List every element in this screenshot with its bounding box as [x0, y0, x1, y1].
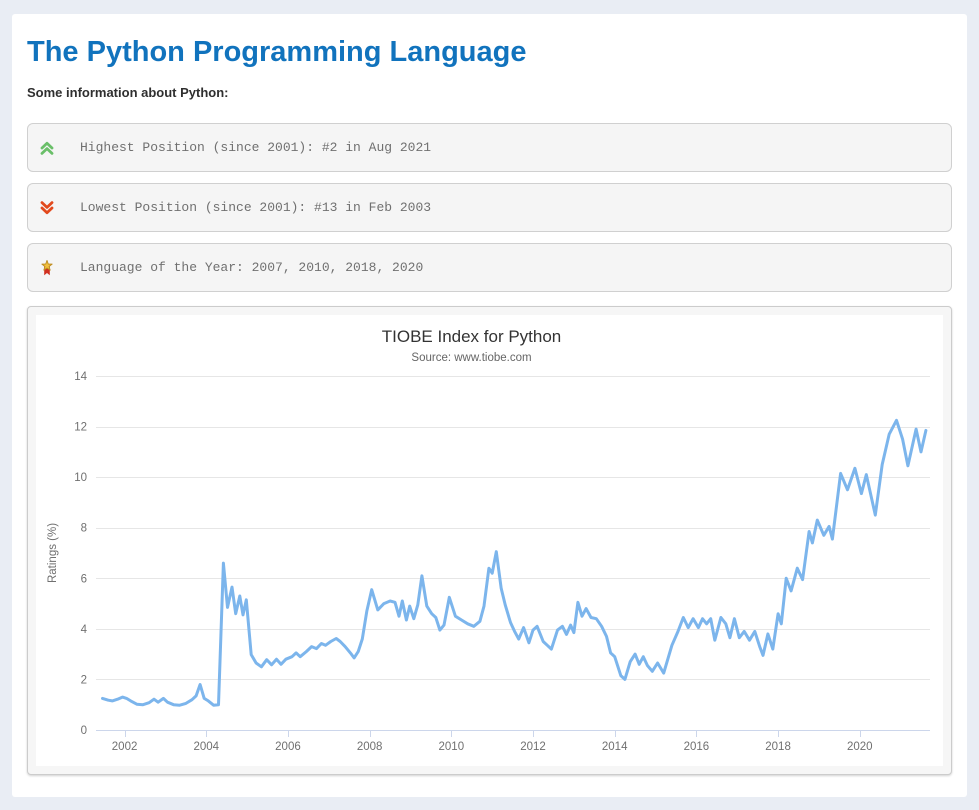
chart-title: TIOBE Index for Python	[382, 327, 562, 346]
chart-area: 0 2 4 6 8 10 12 14 2002 2004 2006 2008 2010 2012 2014 2…	[36, 315, 943, 767]
y-tick-label: 12	[74, 422, 87, 434]
python-ratings-line	[101, 419, 928, 708]
y-tick-label: 10	[74, 472, 87, 484]
language-of-year-box: Language of the Year: 2007, 2010, 2018, …	[27, 243, 952, 293]
lowest-position-text: Lowest Position (since 2001): #13 in Feb…	[80, 200, 432, 216]
page-background: { "page": { "title": "The Python Program…	[0, 14, 979, 798]
y-tick-label: 4	[81, 624, 88, 636]
page-title: The Python Programming Language	[27, 36, 527, 68]
angles-up-icon	[39, 140, 55, 156]
y-axis-title: Ratings (%)	[47, 523, 59, 583]
y-tick-label: 2	[81, 675, 87, 687]
content-card: The Python Programming Language Some inf…	[12, 14, 967, 798]
y-tick-label: 14	[74, 371, 87, 383]
chart-subtitle: Source: www.tiobe.com	[411, 352, 531, 364]
medal-icon	[39, 259, 55, 276]
x-tick-label: 2014	[602, 741, 628, 753]
x-tick-label: 2008	[357, 741, 383, 753]
x-tick-label: 2020	[847, 741, 873, 753]
angles-down-icon	[39, 200, 55, 216]
language-of-year-text: Language of the Year: 2007, 2010, 2018, …	[80, 260, 424, 276]
chart-container: 0 2 4 6 8 10 12 14 2002 2004 2006 2008 2010 2012 2014 2…	[27, 306, 952, 776]
x-tick-label: 2012	[520, 741, 546, 753]
y-tick-label: 0	[81, 725, 87, 737]
highest-position-box: Highest Position (since 2001): #2 in Aug…	[27, 123, 952, 173]
x-tick-label: 2010	[439, 741, 465, 753]
y-tick-label: 8	[81, 523, 87, 535]
tiobe-chart[interactable]: 0 2 4 6 8 10 12 14 2002 2004 2006 2008 2010 2012 2014 2…	[36, 315, 943, 766]
highest-position-text: Highest Position (since 2001): #2 in Aug…	[80, 140, 432, 156]
y-tick-label: 6	[81, 574, 87, 586]
medal-star	[41, 259, 53, 271]
x-tick-label: 2004	[193, 741, 219, 753]
x-tick-label: 2018	[765, 741, 791, 753]
lowest-position-box: Lowest Position (since 2001): #13 in Feb…	[27, 183, 952, 233]
section-heading: Some information about Python:	[27, 85, 229, 101]
x-tick-label: 2016	[684, 741, 710, 753]
x-tick-label: 2002	[112, 741, 138, 753]
x-tick-label: 2006	[275, 741, 301, 753]
